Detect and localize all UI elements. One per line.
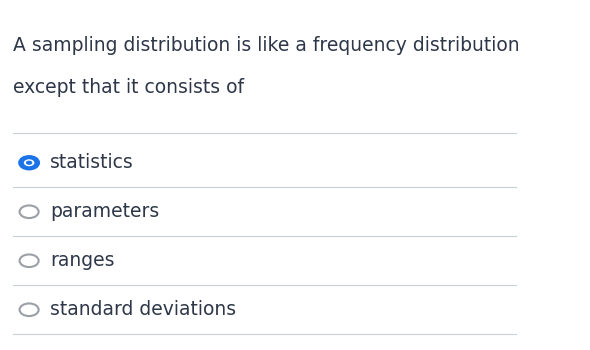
Circle shape [19,254,38,267]
Circle shape [26,161,32,165]
Text: standard deviations: standard deviations [50,300,237,319]
Text: parameters: parameters [50,202,159,221]
Text: A sampling distribution is like a frequency distribution: A sampling distribution is like a freque… [13,36,520,55]
Circle shape [19,156,38,169]
Circle shape [19,205,38,218]
Text: ranges: ranges [50,251,115,270]
Circle shape [19,303,38,316]
Text: except that it consists of: except that it consists of [13,78,244,97]
Circle shape [24,159,34,166]
Text: statistics: statistics [50,153,134,172]
